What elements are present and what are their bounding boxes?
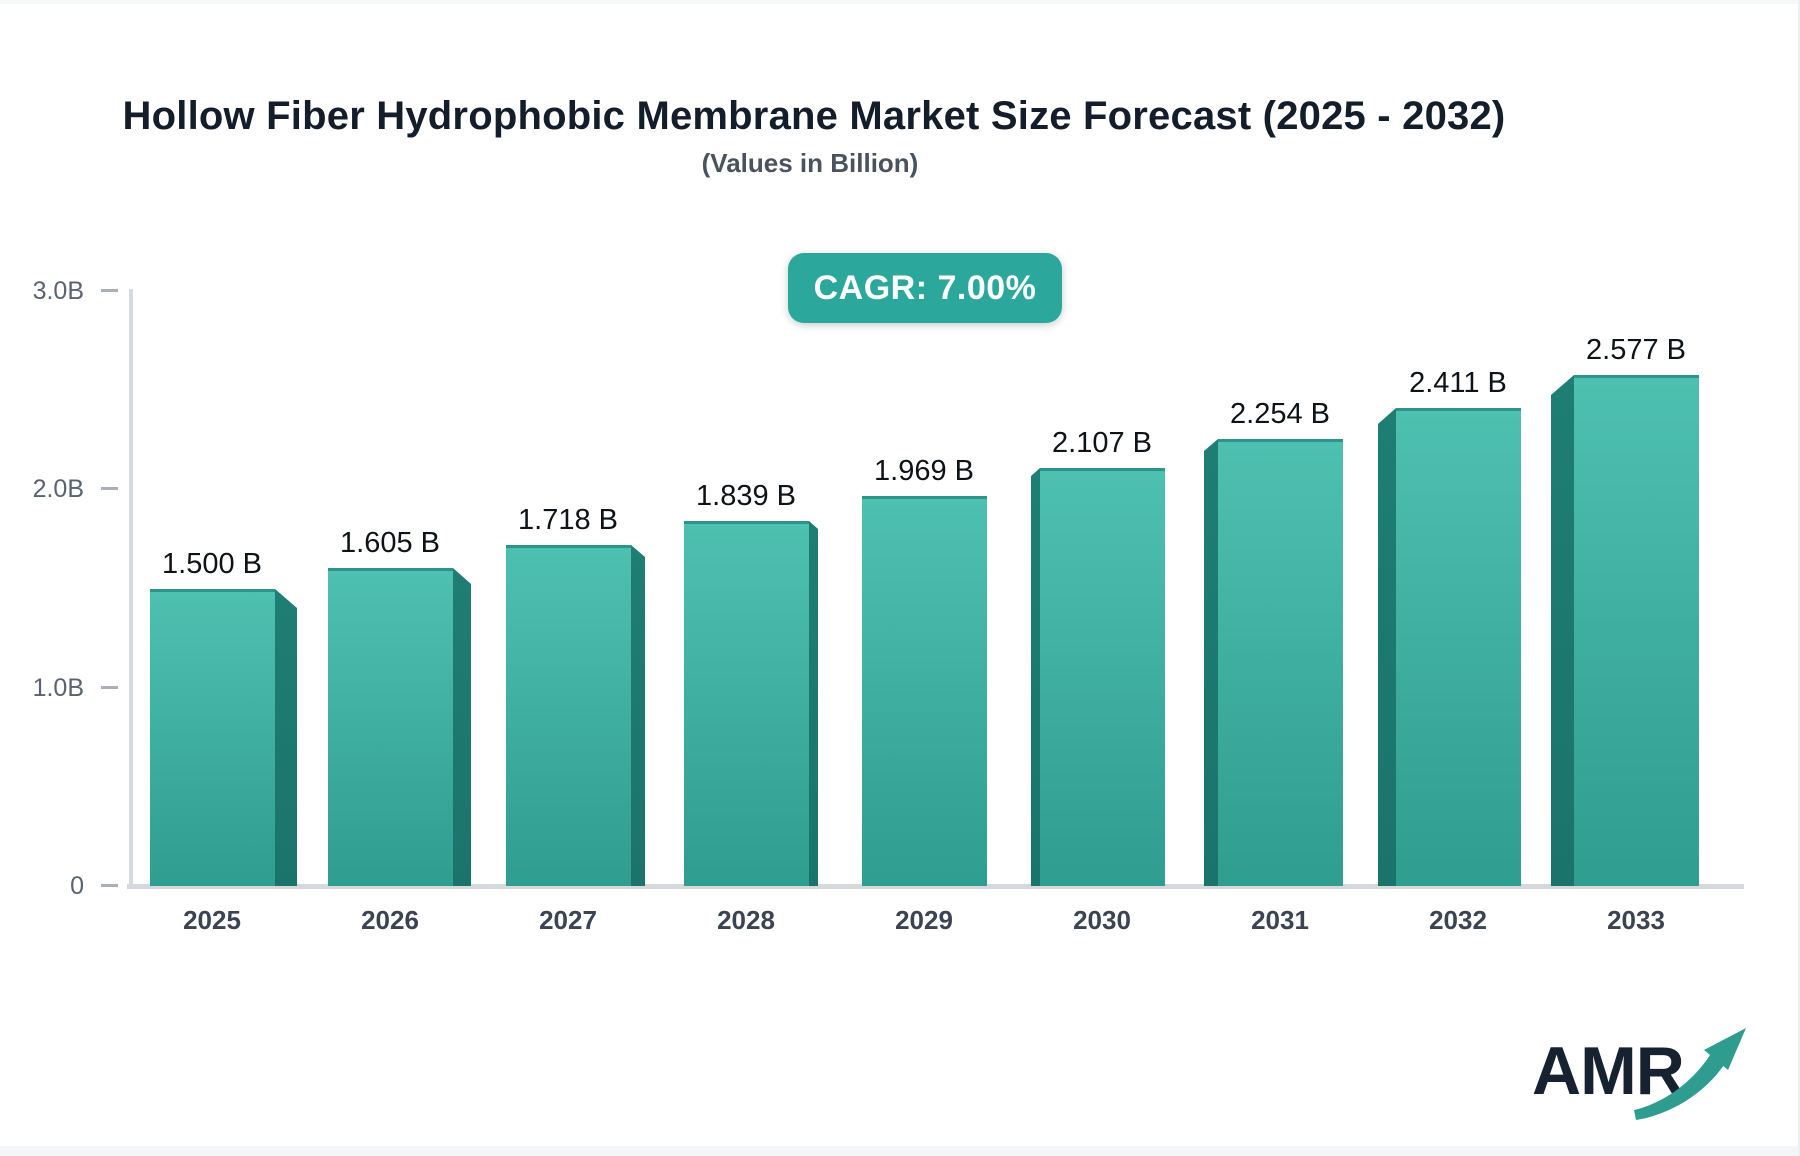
bar-value-label: 2.107 B — [1052, 427, 1152, 459]
x-axis-label-2029: 2029 — [895, 905, 953, 935]
y-tick-dash — [101, 686, 118, 689]
x-axis-label-2027: 2027 — [539, 905, 597, 935]
chart-title: Hollow Fiber Hydrophobic Membrane Market… — [122, 94, 1506, 138]
bar-value-label: 1.839 B — [696, 480, 796, 512]
bar-3d-side-2027 — [631, 545, 645, 886]
bar-2031 — [1218, 439, 1343, 886]
y-tick-label: 2.0B — [32, 475, 84, 503]
x-axis-label-2026: 2026 — [361, 905, 419, 935]
bar-3d-side-2025 — [275, 589, 297, 886]
amr-logo: AMR — [1532, 1028, 1752, 1132]
y-tick-label: 3.0B — [32, 277, 84, 305]
cagr-badge: CAGR: 7.00% — [788, 253, 1062, 323]
x-axis-label-2030: 2030 — [1073, 905, 1131, 935]
bar-3d-side-2032 — [1378, 408, 1396, 886]
y-tick-dash — [101, 289, 118, 292]
bar-2030 — [1040, 468, 1165, 886]
bar-3d-side-2031 — [1204, 439, 1218, 886]
y-tick-label: 1.0B — [32, 674, 84, 702]
y-axis-line — [129, 289, 133, 889]
page-bottom-border — [0, 1146, 1800, 1156]
bar-value-label: 1.969 B — [874, 455, 974, 487]
y-tick-dash — [101, 487, 118, 490]
bar-3d-side-2033 — [1551, 375, 1574, 886]
page-right-border — [1798, 0, 1800, 1156]
x-axis-label-2031: 2031 — [1251, 905, 1309, 935]
x-axis-label-2025: 2025 — [183, 905, 241, 935]
bar-3d-side-2028 — [809, 521, 818, 886]
bar-value-label: 1.500 B — [162, 548, 262, 580]
growth-arrow-icon — [1634, 1028, 1746, 1120]
bar-value-label: 1.718 B — [518, 504, 618, 536]
bar-3d-side-2030 — [1031, 468, 1040, 886]
amr-logo-text: AMR — [1532, 1033, 1685, 1109]
bar-2026 — [328, 568, 453, 886]
bar-2028 — [684, 521, 809, 886]
bar-value-label: 1.605 B — [340, 527, 440, 559]
chart-subtitle: (Values in Billion) — [701, 148, 919, 178]
page-top-border — [0, 0, 1800, 4]
x-axis-label-2028: 2028 — [717, 905, 775, 935]
bar-2029 — [862, 496, 987, 886]
bar-value-label: 2.411 B — [1409, 367, 1507, 399]
x-axis-label-2033: 2033 — [1607, 905, 1665, 935]
bar-2033 — [1574, 375, 1699, 886]
x-axis-label-2032: 2032 — [1429, 905, 1487, 935]
bar-value-label: 2.577 B — [1586, 334, 1686, 366]
bar-2025 — [150, 589, 275, 886]
y-tick-dash — [101, 884, 118, 887]
x-axis-line — [127, 884, 1744, 889]
cagr-badge-label: CAGR: 7.00% — [813, 268, 1037, 307]
bar-3d-side-2026 — [453, 568, 471, 886]
bar-value-label: 2.254 B — [1230, 398, 1330, 430]
bar-2032 — [1396, 408, 1521, 886]
y-tick-label: 0 — [70, 872, 84, 900]
bar-2027 — [506, 545, 631, 886]
